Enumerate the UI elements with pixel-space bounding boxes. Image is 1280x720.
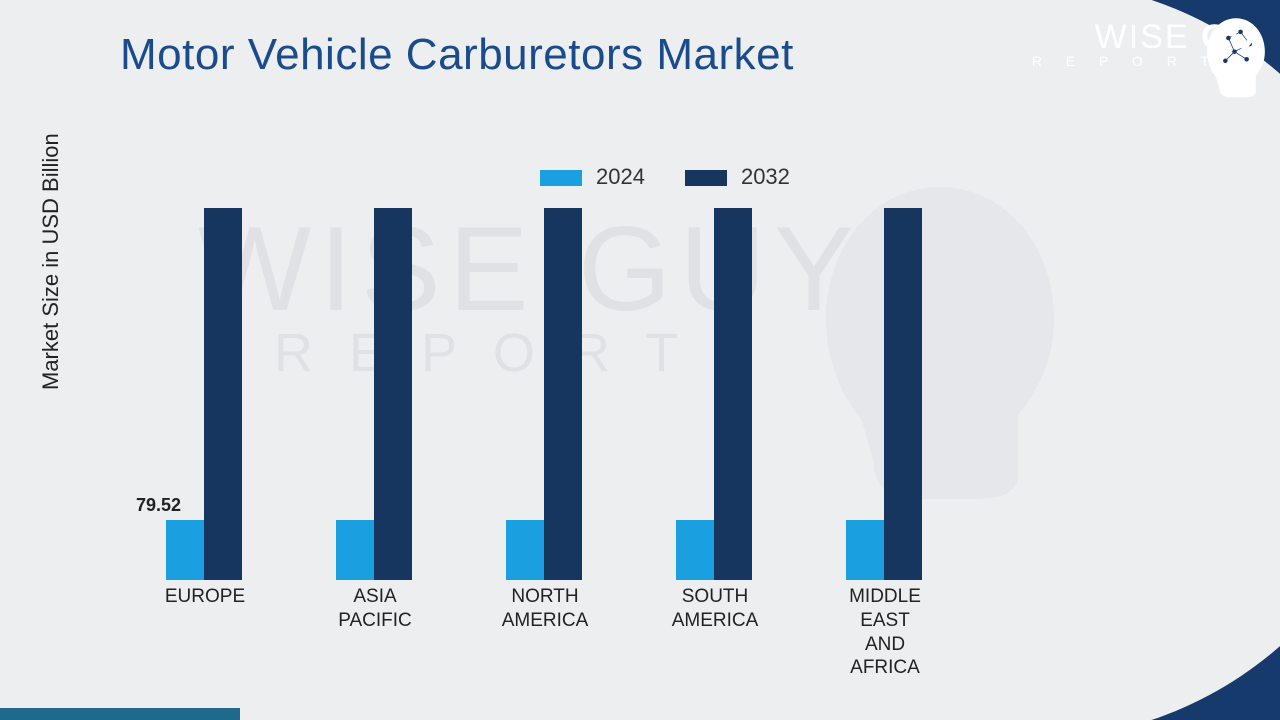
brand-name-part2: GU (1201, 18, 1256, 56)
y-axis-label: Market Size in USD Billion (38, 133, 64, 390)
bar-2024 (846, 520, 884, 580)
bar-group (480, 200, 610, 580)
bar-2024 (336, 520, 374, 580)
chart-canvas: WISE GUY REPORTS Motor Vehicle Carbureto… (0, 0, 1280, 720)
bar-2032 (544, 208, 582, 580)
legend-item-2024: 2024 (540, 164, 645, 190)
bar-2032 (714, 208, 752, 580)
category-label: SOUTHAMERICA (640, 585, 790, 633)
bar-group (820, 200, 950, 580)
category-label: MIDDLEEASTANDAFRICA (810, 585, 960, 680)
bar-2024 (166, 520, 204, 580)
category-label: ASIAPACIFIC (300, 585, 450, 633)
legend-label-2024: 2024 (596, 164, 645, 189)
brand-logo: WISE GU R E P O R T S (1032, 18, 1256, 69)
legend-item-2032: 2032 (685, 164, 790, 190)
category-label: NORTHAMERICA (470, 585, 620, 633)
value-label: 79.52 (136, 495, 181, 516)
bottom-accent-bar (0, 708, 240, 720)
bar-2032 (204, 208, 242, 580)
chart-title: Motor Vehicle Carburetors Market (120, 30, 794, 80)
bar-2032 (884, 208, 922, 580)
plot-area: 79.52 (100, 200, 980, 580)
legend-swatch-2024 (540, 170, 582, 186)
bar-2032 (374, 208, 412, 580)
legend-swatch-2032 (685, 170, 727, 186)
brand-name-part1: WISE (1095, 18, 1201, 56)
brand-name: WISE GU (1032, 18, 1256, 57)
bar-2024 (506, 520, 544, 580)
category-label: EUROPE (130, 585, 280, 609)
legend-label-2032: 2032 (741, 164, 790, 189)
bar-2024 (676, 520, 714, 580)
bar-group (310, 200, 440, 580)
bar-group (650, 200, 780, 580)
bar-group: 79.52 (140, 200, 270, 580)
legend: 2024 2032 (540, 164, 790, 190)
brand-subtitle: R E P O R T S (1032, 53, 1256, 69)
